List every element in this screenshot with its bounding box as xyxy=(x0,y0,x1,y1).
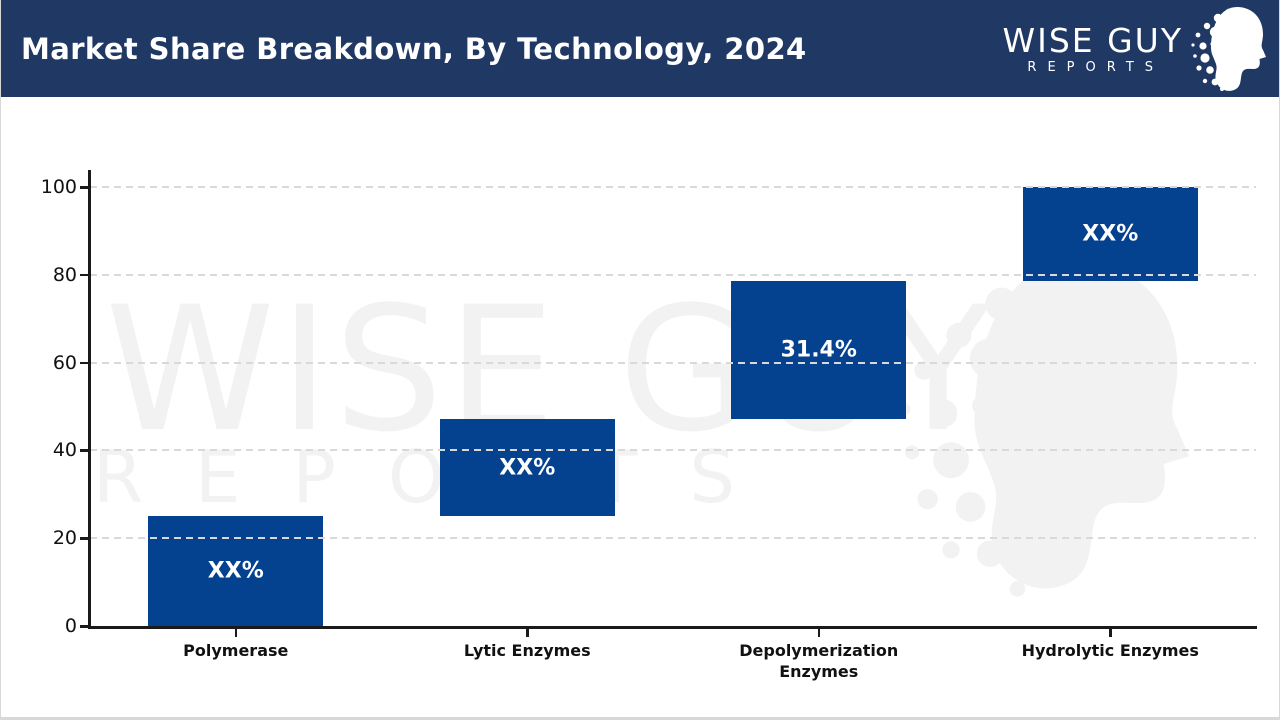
bar-value-label: 31.4% xyxy=(780,337,857,363)
y-tick-40 xyxy=(80,449,88,452)
x-tick-1 xyxy=(234,629,238,637)
brand-logo-text: WISE GUY REPORTS xyxy=(1002,24,1183,74)
y-tick-60 xyxy=(80,361,88,365)
x-category-label: Polymerase xyxy=(183,641,289,660)
y-tick-label-20: 20 xyxy=(52,527,77,550)
y-axis-line xyxy=(88,170,91,628)
bar-value-label: XX% xyxy=(207,558,264,584)
y-tick-label-0: 0 xyxy=(64,615,77,637)
y-tick-80 xyxy=(80,273,88,277)
chart-canvas: WISE GUY REPORTS XX%XX%31.4% xyxy=(1,97,1279,717)
y-tick-label-60: 60 xyxy=(52,351,77,374)
brand-head-icon xyxy=(1191,6,1266,91)
y-tick-label-100: 100 xyxy=(40,176,77,198)
watermark-head-icon xyxy=(897,261,1190,597)
bar-lytic-enzymes xyxy=(439,418,615,517)
bar-value-label: XX% xyxy=(499,455,556,481)
brand-logo: WISE GUY REPORTS xyxy=(1002,4,1267,94)
y-tick-20 xyxy=(80,537,88,540)
gridline-60 xyxy=(90,361,1256,364)
y-tick-label-40: 40 xyxy=(52,439,77,462)
x-tick-3 xyxy=(817,629,821,637)
brand-name: WISE GUY xyxy=(1002,20,1183,60)
header-bar: Market Share Breakdown, By Technology, 2… xyxy=(1,0,1279,97)
bar-value-label: XX% xyxy=(1082,221,1139,247)
gridline-100 xyxy=(90,186,1256,188)
y-tick-label-80: 80 xyxy=(52,263,77,286)
y-tick-0 xyxy=(80,625,88,628)
page-title: Market Share Breakdown, By Technology, 2… xyxy=(21,31,807,66)
bar-depolymerization-enzymes xyxy=(731,280,907,419)
gridline-40 xyxy=(90,449,1256,452)
x-tick-4 xyxy=(1109,629,1112,637)
bar-polymerase xyxy=(148,516,324,626)
y-tick-100 xyxy=(80,186,88,189)
x-category-label: Depolymerization Enzymes xyxy=(739,641,899,681)
x-axis-line xyxy=(88,626,1257,629)
x-category-label: Hydrolytic Enzymes xyxy=(1021,641,1199,660)
x-tick-2 xyxy=(526,629,529,637)
gridline-20 xyxy=(90,537,1256,540)
gridline-80 xyxy=(90,273,1256,276)
brand-subtitle: REPORTS xyxy=(1027,59,1165,75)
x-category-label: Lytic Enzymes xyxy=(463,641,591,660)
